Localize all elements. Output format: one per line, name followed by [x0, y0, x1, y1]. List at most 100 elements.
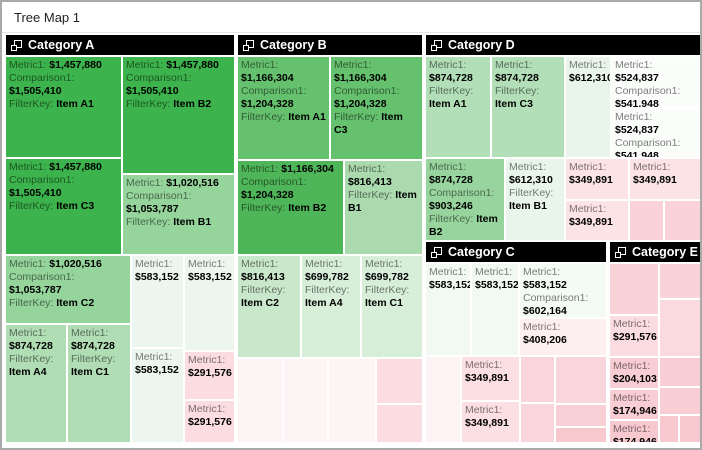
metric1-line: Metric1: $524,837	[615, 111, 659, 136]
filterkey-line: FilterKey: Item C3	[9, 200, 95, 212]
metric1-line: Metric1: $408,206	[523, 321, 567, 346]
treemap-cell[interactable]: Metric1: $408,206	[520, 319, 606, 355]
category-header[interactable]: Category E	[610, 242, 700, 262]
treemap-cell[interactable]: Metric1: $612,310	[566, 57, 610, 157]
treemap-cell[interactable]: Metric1: $583,152	[426, 264, 470, 355]
treemap-cell[interactable]	[238, 359, 282, 442]
treemap-cell[interactable]: Metric1: $874,728 FilterKey: Item A1	[426, 57, 490, 157]
treemap-cell[interactable]	[665, 201, 700, 240]
metric1-line: Metric1: $874,728	[429, 161, 473, 186]
treemap-cell[interactable]: Metric1: $1,457,880 Comparison1: $1,505,4…	[123, 57, 234, 173]
treemap-cell[interactable]: Metric1: $699,782 FilterKey: Item A4	[302, 256, 360, 357]
treemap-cell[interactable]: Metric1: $1,457,880 Comparison1: $1,505,4…	[6, 57, 121, 157]
treemap-cell[interactable]: Metric1: $874,728 Comparison1: $903,246 Fi…	[426, 159, 504, 240]
treemap-cell[interactable]: Metric1: $1,166,304 Comparison1: $1,204,3…	[331, 57, 422, 159]
metric1-line: Metric1: $1,457,880	[126, 59, 219, 71]
treemap-cell[interactable]	[426, 357, 460, 442]
treemap-cell[interactable]: Metric1: $583,152	[472, 264, 518, 355]
metric1-line: Metric1: $699,782	[305, 258, 349, 283]
metric1-line: Metric1: $612,310	[569, 59, 610, 84]
treemap-cell[interactable]	[660, 358, 700, 386]
metric1-line: Metric1: $583,152	[135, 351, 179, 376]
comparison1-line: Comparison1: $1,505,410	[9, 174, 75, 199]
metric1-line: Metric1: $583,152	[188, 258, 232, 283]
comparison1-line: Comparison1: $602,164	[523, 292, 589, 317]
filterkey-line: FilterKey: Item B1	[126, 216, 212, 228]
comparison1-line: Comparison1: $1,505,410	[9, 72, 75, 97]
category-header[interactable]: Category A	[6, 35, 234, 55]
filterkey-line: FilterKey: Item C3	[495, 85, 540, 110]
treemap-cell[interactable]	[680, 416, 700, 442]
treemap-cell[interactable]: Metric1: $583,152	[132, 256, 183, 347]
treemap-cell[interactable]: Metric1: $699,782 FilterKey: Item C1	[362, 256, 422, 357]
treemap-cell[interactable]: Metric1: $349,891	[566, 201, 628, 240]
treemap-cell[interactable]: Metric1: $874,728 FilterKey: Item C1	[68, 325, 130, 442]
category-label: Category B	[260, 38, 327, 52]
metric1-line: Metric1: $1,166,304	[241, 59, 294, 84]
treemap-cell[interactable]: Metric1: $291,576	[185, 401, 234, 442]
metric1-line: Metric1: $1,457,880	[9, 59, 102, 71]
treemap-cell[interactable]: Metric1: $174,946	[610, 390, 658, 419]
treemap-cell[interactable]: Metric1: $174,946	[610, 421, 658, 442]
treemap-cell[interactable]	[521, 404, 554, 442]
comparison1-line: Comparison1: $1,505,410	[126, 72, 192, 97]
treemap-cell[interactable]	[610, 264, 658, 314]
stacked-squares-icon	[243, 39, 254, 51]
treemap-cell[interactable]: Metric1: $1,166,304 Comparison1: $1,204,3…	[238, 57, 329, 159]
comparison1-line: Comparison1: $541,948	[615, 137, 681, 157]
treemap-cell[interactable]: Metric1: $1,020,516 Comparison1: $1,053,7…	[123, 175, 234, 254]
treemap-cell[interactable]	[556, 428, 606, 442]
category-label: Category A	[28, 38, 95, 52]
comparison1-line: Comparison1: $1,204,328	[241, 176, 307, 201]
treemap-cell[interactable]: Metric1: $1,020,516 Comparison1: $1,053,7…	[6, 256, 130, 323]
treemap-cell[interactable]: Metric1: $524,837 Comparison1: $541,948	[612, 109, 700, 157]
comparison1-line: Comparison1: $541,948	[615, 85, 681, 107]
treemap-cell[interactable]	[377, 359, 422, 403]
metric1-line: Metric1: $874,728	[429, 59, 473, 84]
filterkey-line: FilterKey: Item C1	[365, 284, 410, 309]
category-header[interactable]: Category B	[238, 35, 422, 55]
stacked-squares-icon	[431, 246, 442, 258]
treemap-cell[interactable]: Metric1: $874,728 FilterKey: Item C3	[492, 57, 564, 157]
comparison1-line: Comparison1: $903,246	[429, 187, 495, 212]
treemap-cell[interactable]	[284, 359, 327, 442]
treemap-cell[interactable]	[630, 201, 663, 240]
metric1-line: Metric1: $612,310	[509, 161, 553, 186]
treemap-cell[interactable]: Metric1: $583,152	[185, 256, 234, 350]
category-header[interactable]: Category D	[426, 35, 700, 55]
treemap-cell[interactable]	[329, 359, 375, 442]
treemap-cell[interactable]: Metric1: $874,728 FilterKey: Item A4	[6, 325, 66, 442]
treemap-cell[interactable]	[556, 405, 606, 426]
treemap-cell[interactable]: Metric1: $291,576	[610, 316, 658, 356]
treemap-cell[interactable]: Metric1: $524,837 Comparison1: $541,948	[612, 57, 700, 107]
metric1-line: Metric1: $816,413	[348, 163, 392, 188]
category-label: Category D	[448, 38, 515, 52]
treemap-cell[interactable]	[660, 300, 700, 356]
filterkey-line: FilterKey: Item B1	[509, 187, 554, 212]
treemap-cell[interactable]	[660, 388, 700, 414]
treemap-cell[interactable]: Metric1: $349,891	[630, 159, 700, 199]
treemap-cell[interactable]	[660, 264, 700, 298]
treemap-cell[interactable]: Metric1: $583,152 Comparison1: $602,164	[520, 264, 606, 317]
treemap-cell[interactable]	[377, 405, 422, 442]
category-header[interactable]: Category C	[426, 242, 606, 262]
treemap-cell[interactable]: Metric1: $612,310 FilterKey: Item B1	[506, 159, 564, 240]
metric1-line: Metric1: $524,837	[615, 59, 659, 84]
treemap-cell[interactable]: Metric1: $349,891	[462, 402, 519, 442]
treemap-cell[interactable]: Metric1: $816,413 FilterKey: Item B1	[345, 161, 422, 254]
treemap-cell[interactable]: Metric1: $583,152	[132, 349, 183, 442]
treemap-cell[interactable]: Metric1: $816,413 FilterKey: Item C2	[238, 256, 300, 357]
metric1-line: Metric1: $174,946	[613, 423, 657, 442]
metric1-line: Metric1: $1,457,880	[9, 161, 102, 173]
metric1-line: Metric1: $349,891	[465, 359, 509, 384]
treemap-cell[interactable]: Metric1: $291,576	[185, 352, 234, 399]
treemap-cell[interactable]	[521, 357, 554, 402]
treemap-cell[interactable]: Metric1: $349,891	[462, 357, 519, 400]
treemap-cell[interactable]: Metric1: $1,166,304 Comparison1: $1,204,3…	[238, 161, 343, 254]
treemap-cell[interactable]: Metric1: $1,457,880 Comparison1: $1,505,4…	[6, 159, 121, 254]
treemap-cell[interactable]	[556, 357, 606, 403]
treemap-cell[interactable]: Metric1: $204,103	[610, 358, 658, 388]
treemap-cell[interactable]: Metric1: $349,891	[566, 159, 628, 199]
metric1-line: Metric1: $291,576	[188, 354, 232, 379]
treemap-cell[interactable]	[660, 416, 678, 442]
